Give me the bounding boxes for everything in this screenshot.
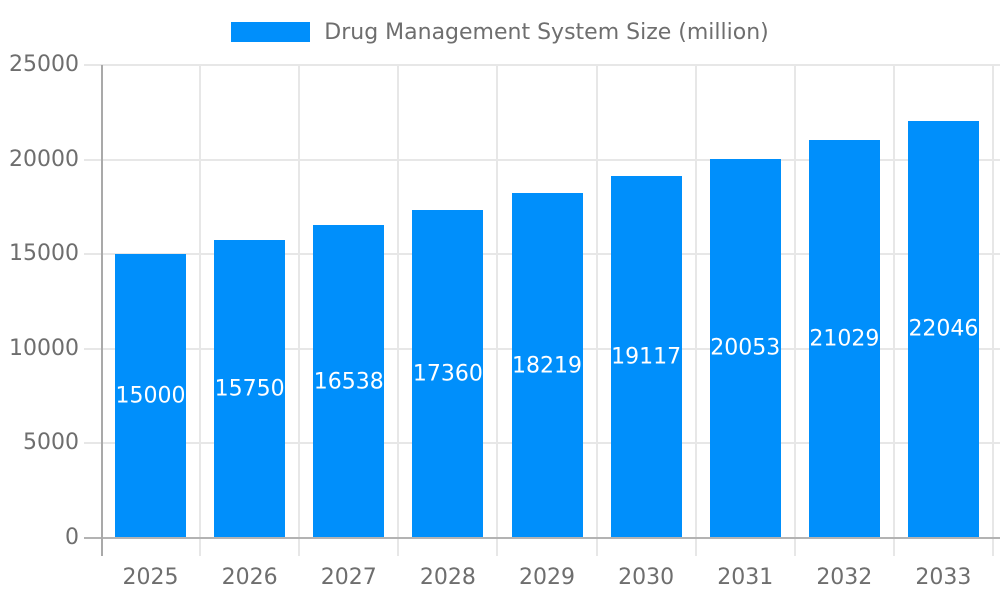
gridline-vertical [892,65,895,556]
bar-value-label: 15000 [115,383,186,409]
bar-value-label: 20053 [710,335,781,361]
y-tick-label: 20000 [9,146,79,172]
gridline-vertical [992,65,994,556]
gridline-vertical [199,65,202,556]
plot-area: 15000 15750 16538 17360 18219 19117 20053 21029… [84,64,1000,556]
y-axis-line [101,65,103,556]
gridline-vertical [298,65,301,556]
y-tick-label: 5000 [23,430,79,456]
x-tick-label: 2030 [618,565,675,590]
bar-2033[interactable]: 22046 [907,120,979,537]
x-tick-label: 2032 [816,565,873,590]
gridline-vertical [496,65,499,556]
bar-value-label: 22046 [908,316,979,342]
bar-value-label: 19117 [611,344,682,370]
bar-2026[interactable]: 15750 [214,240,286,537]
bar-2029[interactable]: 18219 [511,193,583,537]
x-tick-label: 2033 [915,565,972,590]
y-tick-label: 15000 [9,241,79,267]
y-tick-label: 0 [65,525,79,550]
legend-item[interactable]: Drug Management System Size (million) [0,17,1000,47]
bar-value-label: 16538 [313,369,384,395]
x-tick-label: 2031 [717,565,774,590]
gridline-vertical [694,65,697,556]
gridline-horizontal [84,158,1000,161]
legend-swatch-icon [231,22,311,42]
x-tick-label: 2028 [419,565,476,590]
bar-value-label: 17360 [412,361,483,387]
y-tick-label: 10000 [9,335,79,361]
x-tick-label: 2027 [320,565,377,590]
x-tick-label: 2029 [518,565,575,590]
gridline-vertical [595,65,598,556]
bar-value-label: 18219 [512,353,582,379]
gridline-horizontal [84,64,1000,66]
gridline-vertical [793,65,796,556]
bar-2025[interactable]: 15000 [115,254,187,537]
bar-2030[interactable]: 19117 [610,176,682,537]
legend-label: Drug Management System Size (million) [324,19,769,45]
bar-2028[interactable]: 17360 [412,209,484,537]
bar-2031[interactable]: 20053 [709,158,781,537]
x-tick-label: 2026 [221,565,278,590]
x-tick-label: 2025 [122,565,179,590]
bar-2027[interactable]: 16538 [313,225,385,537]
y-tick-label: 25000 [9,52,79,77]
bar-value-label: 21029 [809,326,880,352]
gridline-vertical [397,65,400,556]
bar-value-label: 15750 [214,376,285,402]
x-axis-line [84,537,1000,539]
bar-2032[interactable]: 21029 [808,140,880,537]
